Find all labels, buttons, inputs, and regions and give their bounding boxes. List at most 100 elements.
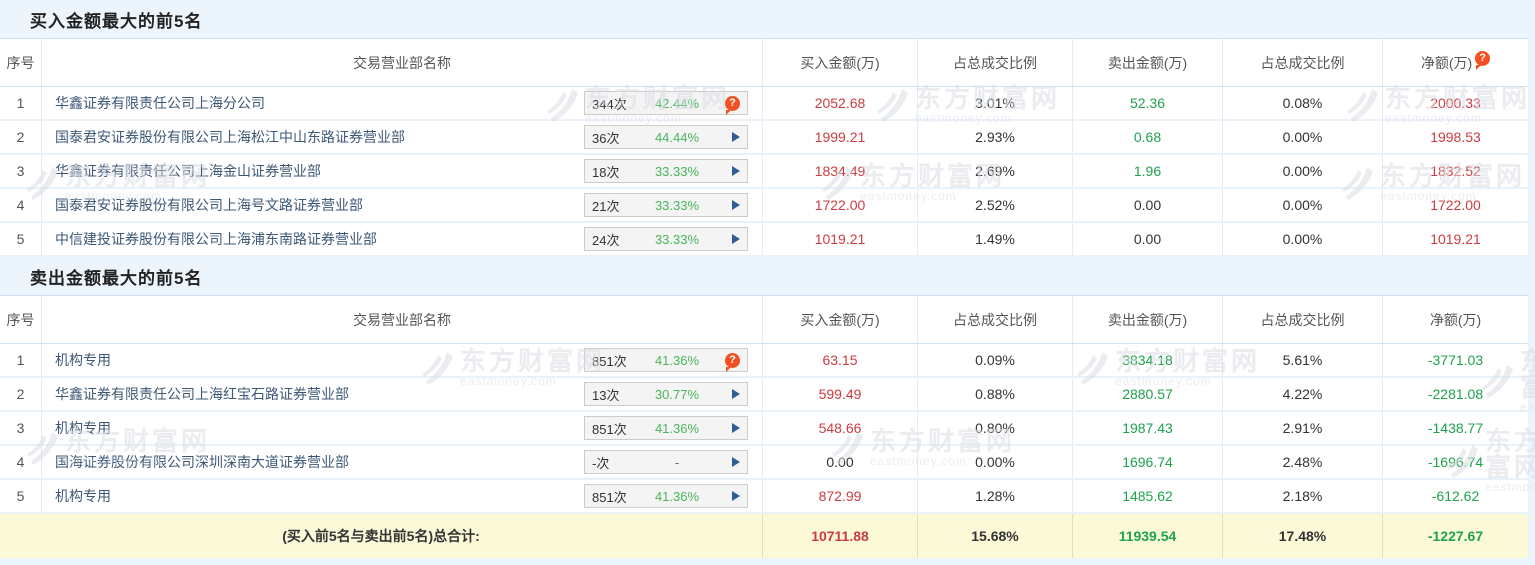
question-icon[interactable]: ? <box>725 352 740 372</box>
win-rate-value: 41.36% <box>654 352 700 368</box>
branch-stats-badge[interactable]: 21次 33.33% ? <box>584 193 748 217</box>
header-net: 净额(万)? <box>1382 39 1528 86</box>
cell-sell-amount: 2880.57 <box>1072 378 1222 410</box>
cell-net-amount: -1696.74 <box>1382 446 1528 478</box>
win-rate-value: - <box>674 454 680 470</box>
branch-stats-badge[interactable]: 851次 41.36% ? <box>584 348 748 372</box>
win-rate-value: 44.44% <box>654 129 700 145</box>
table-row: 2 华鑫证券有限责任公司上海红宝石路证券营业部 13次 30.77% ? 599… <box>0 378 1528 412</box>
cell-sell-amount: 0.00 <box>1072 223 1222 255</box>
cell-buy-ratio: 0.09% <box>917 344 1072 376</box>
cell-net-amount: 1722.00 <box>1382 189 1528 221</box>
branch-stats-badge[interactable]: -次 - ? <box>584 450 748 474</box>
branch-stats-badge[interactable]: 851次 41.36% ? <box>584 416 748 440</box>
cell-net-amount: -3771.03 <box>1382 344 1528 376</box>
header-seq: 序号 <box>6 54 35 71</box>
arrow-right-icon[interactable] <box>732 457 740 467</box>
table-row: 1 机构专用 851次 41.36% ? 63.15 0.09% 3834.18… <box>0 344 1528 378</box>
branch-name-link[interactable]: 国海证券股份有限公司深圳深南大道证券营业部 <box>55 454 349 470</box>
arrow-right-icon[interactable] <box>732 423 740 433</box>
appearance-count: 21次 <box>592 198 620 214</box>
branch-stats-badge[interactable]: 344次 42.44% ? <box>584 91 748 115</box>
appearance-count: -次 <box>592 455 610 471</box>
header-net-label: 净额(万) <box>1420 54 1473 71</box>
branch-stats-badge[interactable]: 851次 41.36% ? <box>584 484 748 508</box>
cell-buy-amount: 872.99 <box>762 480 917 512</box>
arrow-right-icon[interactable] <box>732 166 740 176</box>
cell-net-amount: 1998.53 <box>1382 121 1528 153</box>
cell-buy-amount: 2052.68 <box>762 87 917 119</box>
row-index: 4 <box>16 454 25 470</box>
table-row: 5 中信建投证券股份有限公司上海浦东南路证券营业部 24次 33.33% ? 1… <box>0 223 1528 257</box>
cell-sell-ratio: 2.91% <box>1222 412 1382 444</box>
branch-name-link[interactable]: 机构专用 <box>55 352 111 368</box>
cell-buy-ratio: 2.52% <box>917 189 1072 221</box>
cell-buy-ratio: 1.49% <box>917 223 1072 255</box>
cell-buy-ratio: 0.80% <box>917 412 1072 444</box>
table-row: 4 国海证券股份有限公司深圳深南大道证券营业部 -次 - ? 0.00 0.00… <box>0 446 1528 480</box>
header-name: 交易营业部名称 <box>41 296 762 343</box>
arrow-right-icon[interactable] <box>732 491 740 501</box>
total-sell-ratio: 17.48% <box>1222 514 1382 558</box>
branch-name-link[interactable]: 国泰君安证券股份有限公司上海号文路证券营业部 <box>55 197 363 213</box>
row-index: 2 <box>16 129 25 145</box>
arrow-right-icon[interactable] <box>732 200 740 210</box>
cell-buy-ratio: 1.28% <box>917 480 1072 512</box>
header-seq: 序号 <box>6 311 35 328</box>
cell-buy-amount: 1834.49 <box>762 155 917 187</box>
branch-name-link[interactable]: 华鑫证券有限责任公司上海分公司 <box>55 95 265 111</box>
appearance-count: 344次 <box>592 96 627 112</box>
branch-name-link[interactable]: 华鑫证券有限责任公司上海金山证券营业部 <box>55 163 321 179</box>
cell-net-amount: 1832.52 <box>1382 155 1528 187</box>
branch-stats-badge[interactable]: 36次 44.44% ? <box>584 125 748 149</box>
branch-name-link[interactable]: 机构专用 <box>55 420 111 436</box>
header-sell-pct: 占总成交比例 <box>1222 296 1382 343</box>
cell-sell-ratio: 4.22% <box>1222 378 1382 410</box>
branch-name-link[interactable]: 中信建投证券股份有限公司上海浦东南路证券营业部 <box>55 231 377 247</box>
cell-buy-ratio: 3.01% <box>917 87 1072 119</box>
cell-sell-ratio: 0.00% <box>1222 155 1382 187</box>
header-name: 交易营业部名称 <box>41 39 762 86</box>
branch-stats-badge[interactable]: 24次 33.33% ? <box>584 227 748 251</box>
cell-buy-amount: 1019.21 <box>762 223 917 255</box>
table-row: 2 国泰君安证券股份有限公司上海松江中山东路证券营业部 36次 44.44% ?… <box>0 121 1528 155</box>
table-row: 1 华鑫证券有限责任公司上海分公司 344次 42.44% ? 2052.68 … <box>0 87 1528 121</box>
row-index: 3 <box>16 163 25 179</box>
branch-stats-badge[interactable]: 13次 30.77% ? <box>584 382 748 406</box>
cell-buy-amount: 1999.21 <box>762 121 917 153</box>
question-icon[interactable]: ? <box>1475 51 1491 70</box>
appearance-count: 36次 <box>592 130 620 146</box>
sell-table: 序号 交易营业部名称 买入金额(万) 占总成交比例 卖出金额(万) 占总成交比例… <box>0 295 1528 558</box>
cell-buy-ratio: 0.00% <box>917 446 1072 478</box>
appearance-count: 851次 <box>592 353 627 369</box>
header-net: 净额(万) <box>1382 296 1528 343</box>
win-rate-value: 33.33% <box>654 163 700 179</box>
total-net-amount: -1227.67 <box>1382 514 1528 558</box>
appearance-count: 18次 <box>592 164 620 180</box>
win-rate-value: 33.33% <box>654 231 700 247</box>
branch-name-link[interactable]: 机构专用 <box>55 488 111 504</box>
cell-sell-amount: 52.36 <box>1072 87 1222 119</box>
table-row: 3 机构专用 851次 41.36% ? 548.66 0.80% 1987.4… <box>0 412 1528 446</box>
cell-net-amount: -612.62 <box>1382 480 1528 512</box>
cell-sell-ratio: 5.61% <box>1222 344 1382 376</box>
cell-buy-amount: 0.00 <box>762 446 917 478</box>
branch-name-link[interactable]: 国泰君安证券股份有限公司上海松江中山东路证券营业部 <box>55 129 405 145</box>
cell-sell-amount: 1987.43 <box>1072 412 1222 444</box>
total-buy-amount: 10711.88 <box>762 514 917 558</box>
header-sell: 卖出金额(万) <box>1072 296 1222 343</box>
arrow-right-icon[interactable] <box>732 389 740 399</box>
header-buy-pct: 占总成交比例 <box>917 39 1072 86</box>
arrow-right-icon[interactable] <box>732 132 740 142</box>
cell-sell-ratio: 2.48% <box>1222 446 1382 478</box>
appearance-count: 24次 <box>592 232 620 248</box>
cell-buy-ratio: 2.69% <box>917 155 1072 187</box>
arrow-right-icon[interactable] <box>732 234 740 244</box>
question-icon[interactable]: ? <box>725 95 740 115</box>
cell-sell-ratio: 0.00% <box>1222 223 1382 255</box>
branch-name-link[interactable]: 华鑫证券有限责任公司上海红宝石路证券营业部 <box>55 386 349 402</box>
buy-table: 序号 交易营业部名称 买入金额(万) 占总成交比例 卖出金额(万) 占总成交比例… <box>0 38 1528 257</box>
buy-table-header-row: 序号 交易营业部名称 买入金额(万) 占总成交比例 卖出金额(万) 占总成交比例… <box>0 39 1528 87</box>
cell-sell-amount: 1485.62 <box>1072 480 1222 512</box>
branch-stats-badge[interactable]: 18次 33.33% ? <box>584 159 748 183</box>
